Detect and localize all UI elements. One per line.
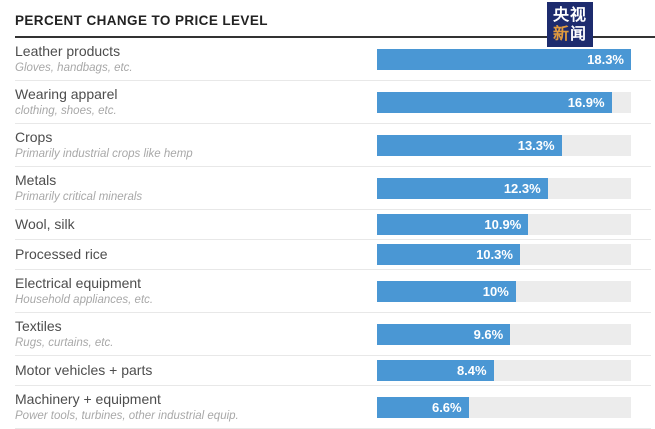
category-label: Crops <box>15 129 53 145</box>
category-label: Processed rice <box>15 246 108 262</box>
bar-track: 18.3% <box>377 48 631 70</box>
chart-row-processed-rice: Processed rice 10.3% <box>15 240 651 270</box>
chart-row-motor-vehicles-parts: Motor vehicles + parts 8.4% <box>15 356 651 386</box>
bar-value-label: 16.9% <box>567 94 605 110</box>
logo-line2: 新闻 <box>553 25 587 44</box>
bar-chart: Leather products Gloves, handbags, etc. … <box>15 38 655 429</box>
chart-header: PERCENT CHANGE TO PRICE LEVEL <box>15 0 655 38</box>
bar-value-label: 12.3% <box>503 180 541 196</box>
bar-fill: 9.6% <box>377 323 511 345</box>
chart-row-wool-silk: Wool, silk 10.9% <box>15 210 651 240</box>
bar-track: 16.9% <box>377 91 631 113</box>
logo-line1: 央视 <box>552 6 587 24</box>
chart-title: PERCENT CHANGE TO PRICE LEVEL <box>15 13 268 28</box>
category-label: Wearing apparel <box>15 86 118 102</box>
category-label: Metals <box>15 172 57 188</box>
bar-track: 10% <box>377 280 631 302</box>
chart-row-electrical-equipment: Electrical equipment Household appliance… <box>15 270 651 313</box>
category-label: Motor vehicles + parts <box>15 362 153 378</box>
bar-fill: 6.6% <box>377 396 469 418</box>
category-label: Machinery + equipment <box>15 391 161 407</box>
chart-row-leather-products: Leather products Gloves, handbags, etc. … <box>15 38 651 81</box>
chart-row-machinery-equipment: Machinery + equipment Power tools, turbi… <box>15 386 651 429</box>
category-subtitle: Gloves, handbags, etc. <box>15 62 133 74</box>
bar-value-label: 10.3% <box>476 247 513 262</box>
logo-line2-rest-char: 闻 <box>570 25 588 43</box>
logo-line2-accent-char: 新 <box>552 25 570 43</box>
chart-row-textiles: Textiles Rugs, curtains, etc. 9.6% <box>15 313 651 356</box>
bar-fill: 8.4% <box>377 360 494 381</box>
category-subtitle: Rugs, curtains, etc. <box>15 337 114 349</box>
bar-fill: 13.3% <box>377 134 562 156</box>
chart-row-crops: Crops Primarily industrial crops like he… <box>15 124 651 167</box>
bar-value-label: 13.3% <box>517 137 555 153</box>
category-subtitle: Power tools, turbines, other industrial … <box>15 410 239 422</box>
category-subtitle: Primarily industrial crops like hemp <box>15 148 193 160</box>
category-label: Electrical equipment <box>15 275 142 291</box>
cctv-news-logo: 央视 新闻 <box>547 2 593 47</box>
category-subtitle: Primarily critical minerals <box>15 191 143 203</box>
bar-track: 10.9% <box>377 214 631 235</box>
bar-track: 13.3% <box>377 134 631 156</box>
category-label: Leather products <box>15 43 121 59</box>
bar-value-label: 6.6% <box>431 399 462 415</box>
bar-value-label: 10% <box>482 283 509 299</box>
bar-fill: 10.9% <box>377 214 529 235</box>
bar-fill: 10.3% <box>377 244 520 265</box>
bar-track: 8.4% <box>377 360 631 381</box>
bar-track: 12.3% <box>377 177 631 199</box>
category-subtitle: clothing, shoes, etc. <box>15 105 117 117</box>
category-subtitle: Household appliances, etc. <box>15 294 154 306</box>
chart-row-wearing-apparel: Wearing apparel clothing, shoes, etc. 16… <box>15 81 651 124</box>
category-label: Textiles <box>15 318 62 334</box>
bar-track: 9.6% <box>377 323 631 345</box>
category-label: Wool, silk <box>15 216 75 232</box>
bar-fill: 16.9% <box>377 91 612 113</box>
bar-value-label: 8.4% <box>456 363 487 378</box>
bar-value-label: 9.6% <box>473 326 504 342</box>
bar-value-label: 10.9% <box>484 217 522 232</box>
chart-row-metals: Metals Primarily critical minerals 12.3% <box>15 167 651 210</box>
bar-value-label: 18.3% <box>587 51 624 67</box>
bar-fill: 10% <box>377 280 516 302</box>
bar-fill: 18.3% <box>377 48 631 70</box>
bar-fill: 12.3% <box>377 177 548 199</box>
bar-track: 10.3% <box>377 244 631 265</box>
bar-track: 6.6% <box>377 396 631 418</box>
